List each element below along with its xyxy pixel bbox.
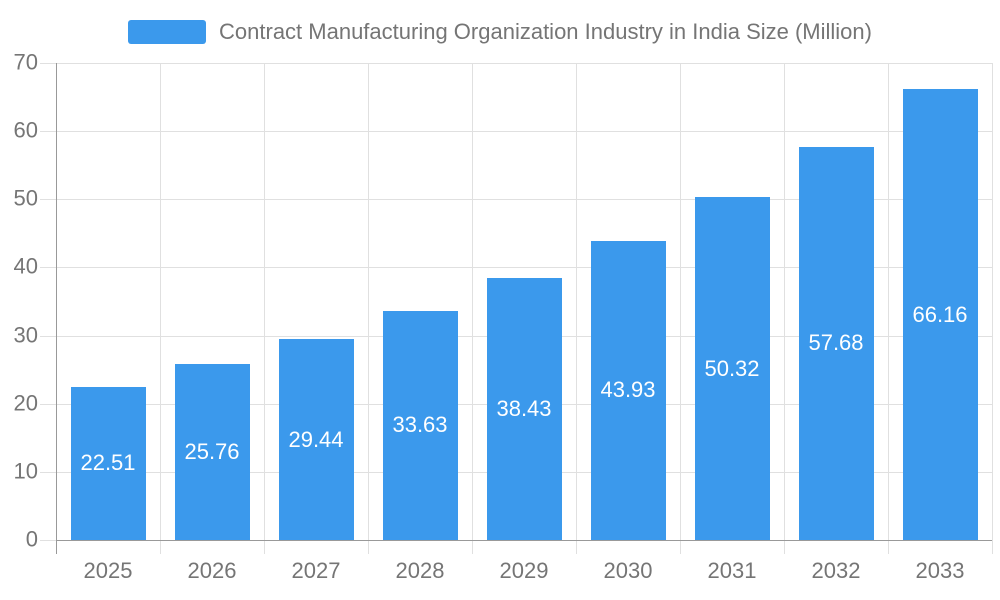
bar-2030[interactable]: 43.93 (590, 240, 666, 540)
bar-2028[interactable]: 33.63 (382, 310, 458, 540)
x-axis-tick (160, 540, 161, 554)
x-tick-label: 2033 (915, 558, 965, 583)
y-axis-tick (40, 471, 56, 473)
bar-2027[interactable]: 29.44 (278, 339, 354, 540)
x-gridline (264, 63, 265, 540)
y-tick-label: 70 (13, 49, 38, 75)
y-tick-label: 0 (25, 526, 38, 552)
legend-label: Contract Manufacturing Organization Indu… (219, 19, 872, 44)
x-tick-label: 2027 (291, 558, 341, 583)
bar-2026[interactable]: 25.76 (174, 364, 250, 540)
bar-2029[interactable]: 38.43 (486, 278, 562, 540)
y-axis-tick (40, 131, 56, 133)
x-tick-label: 2030 (603, 558, 653, 583)
x-gridline (680, 63, 681, 540)
bar-2032[interactable]: 57.68 (798, 146, 874, 540)
x-gridline (784, 63, 785, 540)
x-tick-label: 2028 (395, 558, 445, 583)
bar-2033[interactable]: 66.16 (902, 89, 978, 540)
bar-value-label: 66.16 (912, 301, 968, 327)
x-tick-label: 2029 (499, 558, 549, 583)
x-tick-label: 2032 (811, 558, 861, 583)
y-axis-tick (40, 335, 56, 337)
bar-value-label: 29.44 (288, 426, 344, 452)
x-axis-tick (992, 540, 993, 554)
y-gridline (56, 131, 992, 133)
y-axis-tick (40, 63, 56, 64)
x-gridline (992, 63, 993, 540)
x-axis-tick (576, 540, 577, 554)
y-axis-line (56, 63, 57, 554)
bar-value-label: 50.32 (704, 355, 760, 381)
x-tick-label: 2025 (83, 558, 133, 583)
x-axis-tick (784, 540, 785, 554)
x-axis-tick (680, 540, 681, 554)
y-tick-label: 10 (13, 458, 38, 484)
y-axis-tick (40, 267, 56, 269)
legend[interactable]: Contract Manufacturing Organization Indu… (0, 19, 1000, 45)
bar-value-label: 33.63 (392, 412, 448, 438)
y-axis-tick (40, 403, 56, 405)
x-axis-tick (472, 540, 473, 554)
x-axis-tick (888, 540, 889, 554)
y-axis-tick (40, 540, 56, 541)
bar-value-label: 43.93 (600, 377, 656, 403)
y-tick-label: 30 (13, 322, 38, 348)
bar-value-label: 22.51 (80, 450, 136, 476)
y-tick-label: 60 (13, 117, 38, 143)
y-tick-label: 20 (13, 390, 38, 416)
x-gridline (576, 63, 577, 540)
y-axis-tick (40, 199, 56, 201)
x-tick-label: 2026 (187, 558, 237, 583)
y-tick-label: 50 (13, 185, 38, 211)
bar-2025[interactable]: 22.51 (70, 386, 146, 540)
bar-2031[interactable]: 50.32 (694, 197, 770, 540)
legend-swatch-icon (128, 20, 207, 44)
x-axis-tick (264, 540, 265, 554)
bar-value-label: 25.76 (184, 439, 240, 465)
y-gridline (56, 267, 992, 269)
bar-value-label: 38.43 (496, 396, 552, 422)
x-axis-line (56, 540, 992, 541)
x-gridline (368, 63, 369, 540)
bar-value-label: 57.68 (808, 330, 864, 356)
y-tick-label: 40 (13, 253, 38, 279)
x-axis-tick (368, 540, 369, 554)
y-gridline (56, 199, 992, 201)
y-gridline (56, 63, 992, 64)
x-tick-label: 2031 (707, 558, 757, 583)
x-gridline (160, 63, 161, 540)
x-gridline (888, 63, 889, 540)
x-gridline (472, 63, 473, 540)
